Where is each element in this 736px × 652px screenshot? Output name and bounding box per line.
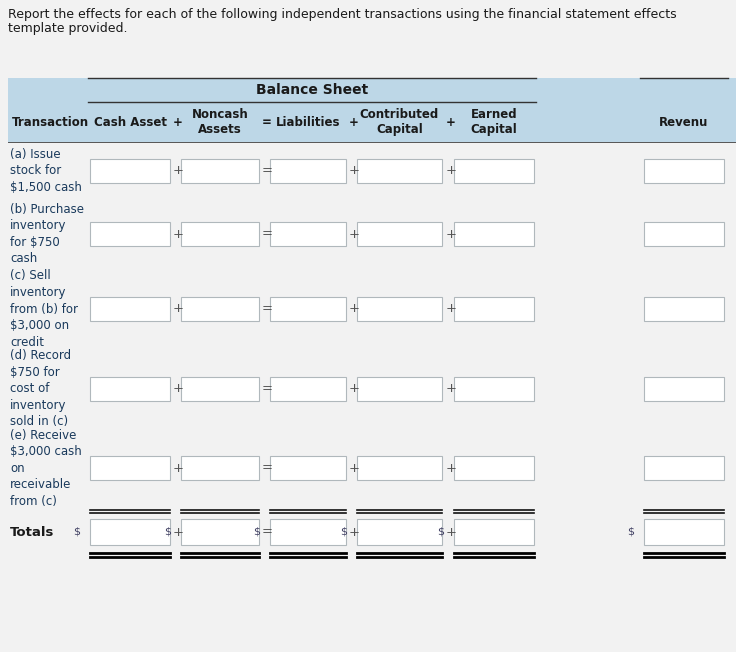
Text: +: + xyxy=(172,303,183,316)
Text: (b) Purchase
inventory
for $750
cash: (b) Purchase inventory for $750 cash xyxy=(10,203,84,265)
Text: +: + xyxy=(349,526,359,539)
Text: $: $ xyxy=(253,527,260,537)
Text: +: + xyxy=(173,115,183,128)
Bar xyxy=(357,377,442,401)
Bar xyxy=(644,222,724,246)
Bar xyxy=(454,519,534,545)
Text: (a) Issue
stock for
$1,500 cash: (a) Issue stock for $1,500 cash xyxy=(10,148,82,194)
Bar xyxy=(644,297,724,321)
Text: =: = xyxy=(261,462,272,475)
Bar xyxy=(454,159,534,183)
Bar xyxy=(357,159,442,183)
Text: $: $ xyxy=(164,527,171,537)
Bar xyxy=(644,377,724,401)
Text: Cash Asset: Cash Asset xyxy=(93,115,166,128)
Bar xyxy=(357,456,442,480)
Bar xyxy=(270,297,346,321)
Text: +: + xyxy=(172,228,183,241)
Bar xyxy=(181,159,259,183)
Text: +: + xyxy=(172,383,183,396)
Bar xyxy=(454,222,534,246)
Bar xyxy=(454,297,534,321)
Text: template provided.: template provided. xyxy=(8,22,127,35)
Text: +: + xyxy=(349,383,359,396)
Text: Noncash
Assets: Noncash Assets xyxy=(191,108,248,136)
Bar xyxy=(181,456,259,480)
Text: +: + xyxy=(349,164,359,177)
Text: Earned
Capital: Earned Capital xyxy=(470,108,517,136)
Bar xyxy=(357,519,442,545)
Bar xyxy=(8,78,736,142)
Text: Totals: Totals xyxy=(10,526,54,539)
Text: +: + xyxy=(172,526,183,539)
Text: +: + xyxy=(172,164,183,177)
Bar xyxy=(270,456,346,480)
Text: $: $ xyxy=(340,527,347,537)
Text: Report the effects for each of the following independent transactions using the : Report the effects for each of the follo… xyxy=(8,8,676,21)
Text: $: $ xyxy=(73,527,80,537)
Bar xyxy=(270,377,346,401)
Text: Balance Sheet: Balance Sheet xyxy=(256,83,368,97)
Bar xyxy=(181,519,259,545)
Text: =: = xyxy=(261,228,272,241)
Text: +: + xyxy=(446,115,456,128)
Bar xyxy=(181,222,259,246)
Text: +: + xyxy=(349,228,359,241)
Bar xyxy=(270,222,346,246)
Bar xyxy=(181,377,259,401)
Text: =: = xyxy=(261,303,272,316)
Bar xyxy=(90,222,170,246)
Bar xyxy=(90,519,170,545)
Text: +: + xyxy=(445,526,456,539)
Text: Revenu: Revenu xyxy=(659,115,709,128)
Text: +: + xyxy=(445,303,456,316)
Text: =: = xyxy=(261,383,272,396)
Bar xyxy=(644,159,724,183)
Text: Contributed
Capital: Contributed Capital xyxy=(360,108,439,136)
Text: =: = xyxy=(261,526,272,539)
Text: =: = xyxy=(262,115,272,128)
Bar xyxy=(454,456,534,480)
Bar xyxy=(90,456,170,480)
Text: +: + xyxy=(445,383,456,396)
Text: +: + xyxy=(445,228,456,241)
Text: $: $ xyxy=(437,527,444,537)
Text: +: + xyxy=(349,303,359,316)
Bar xyxy=(357,222,442,246)
Bar xyxy=(357,297,442,321)
Text: (e) Receive
$3,000 cash
on
receivable
from (c): (e) Receive $3,000 cash on receivable fr… xyxy=(10,428,82,507)
Bar xyxy=(454,377,534,401)
Text: Transaction: Transaction xyxy=(12,115,88,128)
Bar xyxy=(90,297,170,321)
Text: =: = xyxy=(261,164,272,177)
Bar xyxy=(90,159,170,183)
Text: Liabilities: Liabilities xyxy=(276,115,340,128)
Text: +: + xyxy=(445,462,456,475)
Bar xyxy=(270,519,346,545)
Text: +: + xyxy=(172,462,183,475)
Text: +: + xyxy=(445,164,456,177)
Bar xyxy=(644,456,724,480)
Text: (c) Sell
inventory
from (b) for
$3,000 on
credit: (c) Sell inventory from (b) for $3,000 o… xyxy=(10,269,78,349)
Text: (d) Record
$750 for
cost of
inventory
sold in (c): (d) Record $750 for cost of inventory so… xyxy=(10,349,71,428)
Bar xyxy=(90,377,170,401)
Bar xyxy=(644,519,724,545)
Text: $: $ xyxy=(627,527,634,537)
Bar xyxy=(270,159,346,183)
Bar xyxy=(181,297,259,321)
Text: +: + xyxy=(349,462,359,475)
Text: +: + xyxy=(349,115,359,128)
